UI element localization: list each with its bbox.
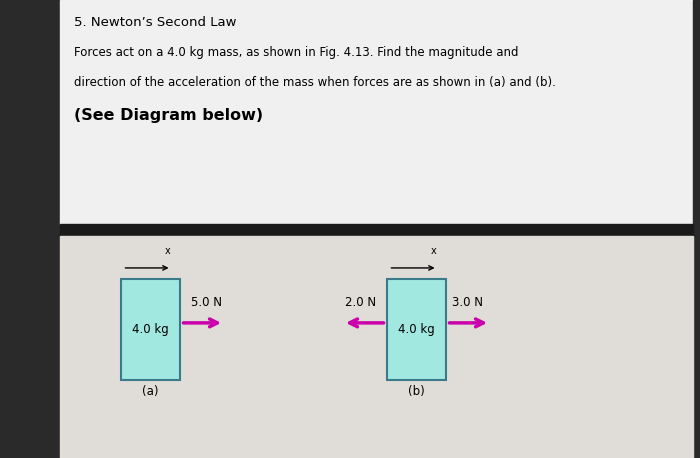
Text: (See Diagram below): (See Diagram below) [74, 108, 263, 123]
Text: 2.0 N: 2.0 N [345, 296, 376, 309]
Bar [120, 279, 181, 380]
Text: (b): (b) [408, 386, 425, 398]
Text: 5.0 N: 5.0 N [191, 296, 222, 309]
Bar [60, 236, 693, 458]
Text: (a): (a) [142, 386, 159, 398]
Bar [60, 0, 693, 224]
Text: 5. Newton’s Second Law: 5. Newton’s Second Law [74, 16, 237, 29]
Text: Forces act on a 4.0 kg mass, as shown in Fig. 4.13. Find the magnitude and: Forces act on a 4.0 kg mass, as shown in… [74, 46, 519, 59]
Text: x: x [165, 246, 171, 256]
Text: 4.0 kg: 4.0 kg [132, 323, 169, 336]
Bar [60, 224, 693, 236]
Bar [693, 0, 700, 224]
Text: 4.0 kg: 4.0 kg [398, 323, 435, 336]
Bar [386, 279, 447, 380]
Text: x: x [431, 246, 437, 256]
Text: 3.0 N: 3.0 N [452, 296, 483, 309]
Text: direction of the acceleration of the mass when forces are as shown in (a) and (b: direction of the acceleration of the mas… [74, 76, 556, 88]
Bar [0, 0, 60, 458]
